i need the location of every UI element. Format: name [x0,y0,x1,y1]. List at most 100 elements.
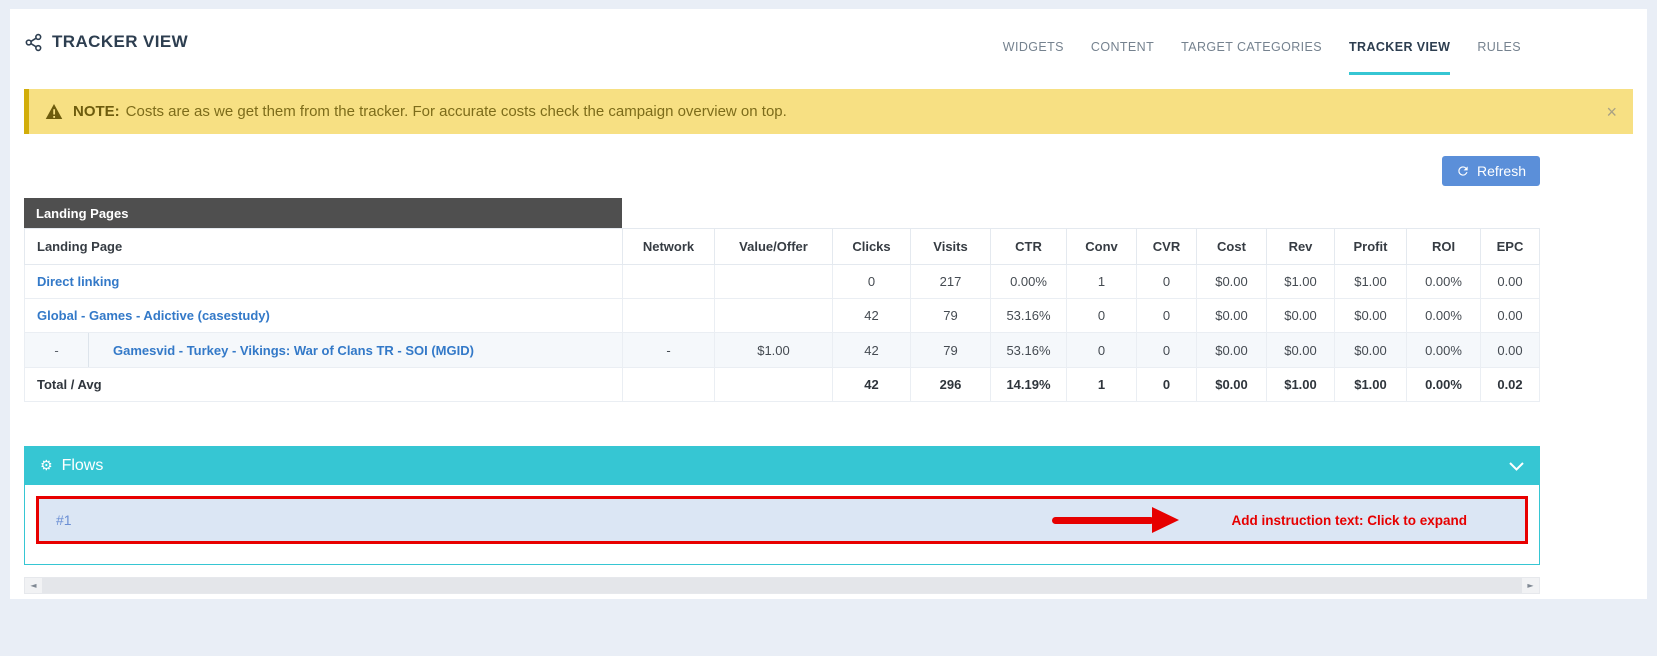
col-header-cost: Cost [1196,228,1267,265]
table-row-offer: - Gamesvid - Turkey - Vikings: War of Cl… [24,332,1540,368]
col-header-network: Network [622,228,715,265]
col-header-profit: Profit [1334,228,1407,265]
offer-prefix: - [25,333,89,367]
flow-row-1[interactable]: #1 Add instruction text: Click to expand [36,496,1528,544]
cell-profit: $0.00 [1334,298,1407,333]
tab-target-categories[interactable]: TARGET CATEGORIES [1181,39,1322,54]
flows-panel: ⚙ Flows #1 Add instruction text: [24,446,1540,565]
scrollbar-thumb[interactable] [42,578,1522,593]
cell-rev: $1.00 [1266,367,1335,402]
note-label: NOTE: [73,103,120,120]
cell-cost: $0.00 [1196,264,1267,299]
close-icon[interactable]: × [1606,101,1617,122]
horizontal-scrollbar[interactable]: ◄ ► [24,577,1540,594]
offer-link[interactable]: Gamesvid - Turkey - Vikings: War of Clan… [113,342,474,358]
cell-visits: 296 [910,367,991,402]
landing-page-link[interactable]: Direct linking [37,274,120,289]
cell-visits: 79 [910,298,991,333]
share-icon [24,33,43,52]
cell-ctr: 14.19% [990,367,1067,402]
landing-pages-panel-title: Landing Pages [24,198,622,228]
scroll-right-icon[interactable]: ► [1527,581,1534,590]
tab-rules[interactable]: RULES [1477,39,1521,54]
cell-roi: 0.00% [1406,298,1481,333]
nav-tabs: WIDGETS CONTENT TARGET CATEGORIES TRACKE… [1003,9,1633,75]
scroll-left-icon[interactable]: ◄ [30,581,37,590]
main-card: TRACKER VIEW WIDGETS CONTENT TARGET CATE… [10,9,1647,599]
cell-conv: 1 [1066,367,1137,402]
cell-profit: $1.00 [1334,367,1407,402]
cell-cvr: 0 [1136,264,1197,299]
cell-visits: 79 [910,332,991,368]
cell-network [622,367,715,402]
cell-network [622,264,715,299]
cell-cvr: 0 [1136,332,1197,368]
cell-clicks: 42 [832,332,911,368]
cell-cost: $0.00 [1196,332,1267,368]
cell-roi: 0.00% [1406,332,1481,368]
cell-epc: 0.00 [1480,298,1540,333]
landing-page-link[interactable]: Global - Games - Adictive (casestudy) [37,308,270,323]
col-header-value-offer: Value/Offer [714,228,833,265]
cell-value-offer [714,367,833,402]
cell-conv: 1 [1066,264,1137,299]
note-banner: NOTE: Costs are as we get them from the … [24,89,1633,134]
cell-roi: 0.00% [1406,367,1481,402]
page-title-text: TRACKER VIEW [52,32,189,51]
cell-cost: $0.00 [1196,367,1267,402]
col-header-cvr: CVR [1136,228,1197,265]
cell-epc: 0.00 [1480,332,1540,368]
col-header-roi: ROI [1406,228,1481,265]
cell-profit: $0.00 [1334,332,1407,368]
tab-widgets[interactable]: WIDGETS [1002,39,1064,54]
cell-network [622,298,715,333]
cell-ctr: 53.16% [990,298,1067,333]
main-column: Refresh Landing Pages Landing Page Netwo… [24,156,1540,594]
flows-panel-header[interactable]: ⚙ Flows [25,447,1539,485]
tab-tracker-view[interactable]: TRACKER VIEW [1348,9,1451,75]
refresh-row: Refresh [24,156,1540,186]
warning-icon [45,103,63,120]
app-header: TRACKER VIEW WIDGETS CONTENT TARGET CATE… [10,9,1647,75]
flows-panel-body: #1 Add instruction text: Click to expand [25,485,1539,564]
annotation-text: Add instruction text: Click to expand [1231,512,1467,528]
cell-profit: $1.00 [1334,264,1407,299]
cell-epc: 0.00 [1480,264,1540,299]
tab-content[interactable]: CONTENT [1090,39,1155,54]
total-label: Total / Avg [24,367,623,402]
table-row: Global - Games - Adictive (casestudy) 42… [24,298,1540,333]
col-header-landing-page: Landing Page [24,228,623,265]
col-header-clicks: Clicks [832,228,911,265]
cell-visits: 217 [910,264,991,299]
note-text: Costs are as we get them from the tracke… [125,103,787,120]
cell-clicks: 0 [832,264,911,299]
cell-ctr: 53.16% [990,332,1067,368]
cell-network: - [622,332,715,368]
cell-value-offer: $1.00 [714,332,833,368]
cell-conv: 0 [1066,332,1137,368]
table-row: Direct linking 0 217 0.00% 1 0 $0.00 $1.… [24,264,1540,299]
content-area: Refresh Landing Pages Landing Page Netwo… [10,156,1647,594]
landing-pages-table: Landing Page Network Value/Offer Clicks … [24,228,1540,402]
refresh-icon [1456,164,1470,178]
refresh-button[interactable]: Refresh [1441,156,1540,186]
landing-pages-panel-title-text: Landing Pages [36,205,129,221]
cell-ctr: 0.00% [990,264,1067,299]
cell-roi: 0.00% [1406,264,1481,299]
col-header-ctr: CTR [990,228,1067,265]
cell-clicks: 42 [832,367,911,402]
table-header-row: Landing Page Network Value/Offer Clicks … [24,228,1540,265]
cell-rev: $1.00 [1266,264,1335,299]
refresh-button-label: Refresh [1476,163,1526,179]
cell-rev: $0.00 [1266,332,1335,368]
flows-panel-title: Flows [61,457,104,474]
cell-cost: $0.00 [1196,298,1267,333]
page-title: TRACKER VIEW [24,32,188,52]
gear-icon: ⚙ [40,458,53,474]
chevron-down-icon[interactable] [1509,461,1524,471]
col-header-rev: Rev [1266,228,1335,265]
cell-cvr: 0 [1136,298,1197,333]
col-header-conv: Conv [1066,228,1137,265]
flow-row-label: #1 [56,512,72,528]
col-header-epc: EPC [1480,228,1540,265]
